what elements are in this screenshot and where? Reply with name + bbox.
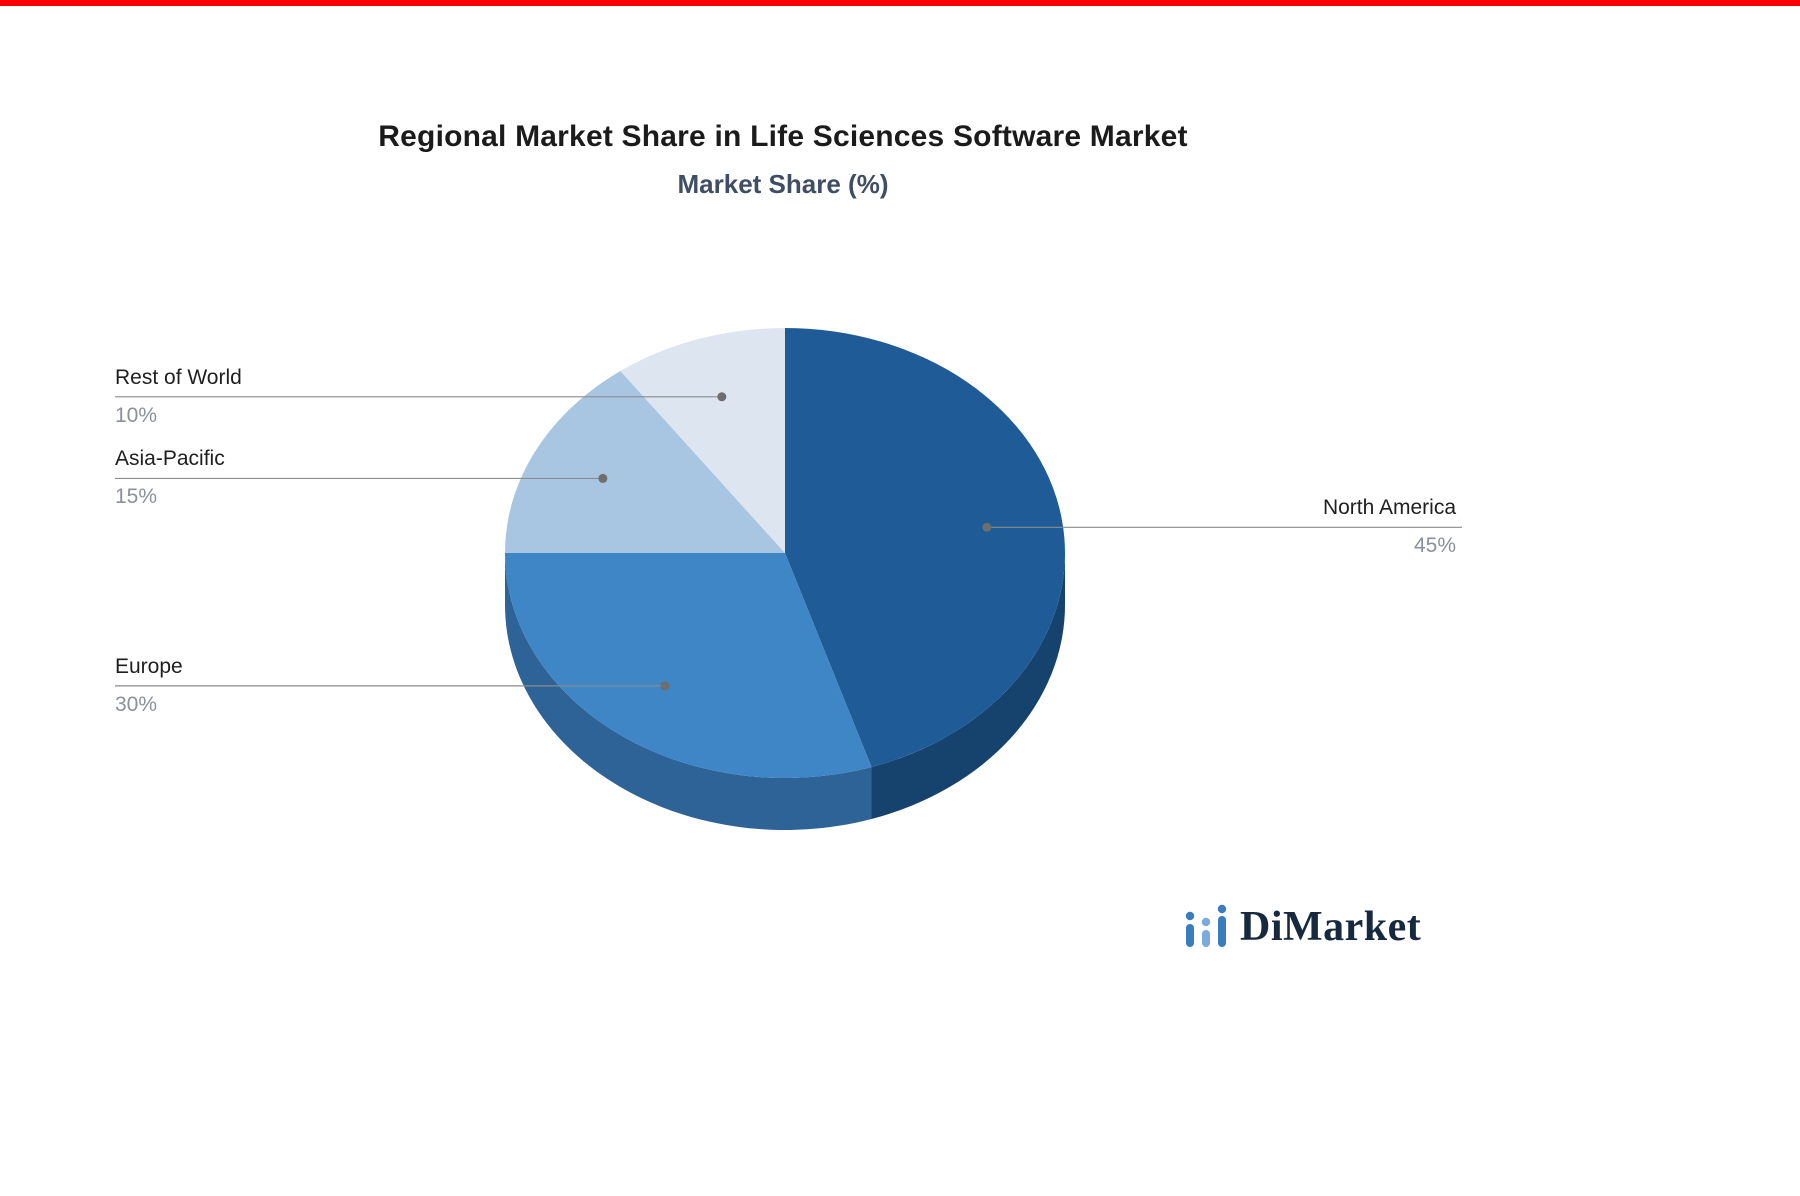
pie-label-rest-of-world: Rest of World 10% — [115, 366, 535, 428]
pie-label-value: 45% — [1413, 534, 1456, 558]
chart-subtitle: Market Share (%) — [677, 169, 889, 199]
pie-slice-side — [871, 553, 1065, 819]
brand-name: DiMarket — [1240, 904, 1422, 950]
pie-label-name: North America — [1322, 496, 1456, 520]
pie-label-europe: Europe 30% — [115, 655, 535, 717]
leader-dot — [982, 522, 992, 532]
pie-label-value: 30% — [115, 692, 158, 716]
pie-slice-rest-of-world — [620, 328, 785, 553]
pie-slice-asia-pacific — [505, 370, 785, 553]
leader-dot — [660, 681, 670, 691]
pie-label-value: 10% — [115, 403, 158, 427]
top-accent-bar — [0, 0, 1800, 6]
dimarket-bars-logo-icon — [1185, 904, 1227, 947]
pie-slice-north-america — [785, 328, 1066, 767]
pie-label-value: 15% — [115, 485, 158, 509]
leader-dot — [717, 392, 727, 402]
pie-label-name: Rest of World — [115, 365, 242, 389]
pie-slice-side — [504, 553, 872, 830]
chart-title: Regional Market Share in Life Sciences S… — [378, 120, 1188, 153]
pie-label-name: Asia-Pacific — [115, 447, 225, 471]
pie-label-north-america: North America 45% — [1036, 496, 1456, 558]
pie-slice-europe — [504, 553, 872, 778]
leader-dot — [598, 473, 608, 483]
brand-logo: DiMarket — [1183, 903, 1421, 951]
pie-label-name: Europe — [115, 654, 183, 678]
pie-label-asia-pacific: Asia-Pacific 15% — [115, 447, 535, 509]
